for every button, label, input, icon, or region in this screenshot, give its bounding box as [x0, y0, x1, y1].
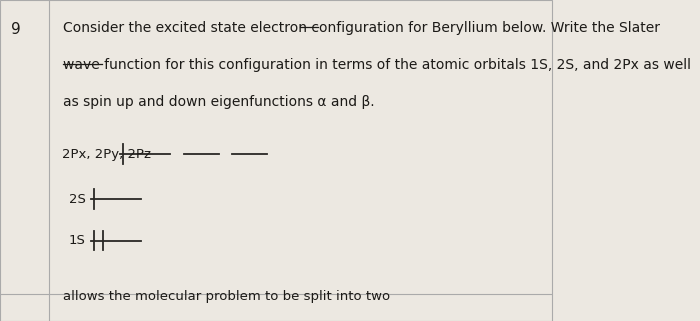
Text: allows the molecular problem to be split into two: allows the molecular problem to be split… [64, 291, 391, 303]
Text: 1S: 1S [69, 234, 85, 247]
Text: Consider the excited state electron configuration for Beryllium below. Write the: Consider the excited state electron conf… [64, 21, 661, 35]
Text: 2S: 2S [69, 193, 85, 205]
Text: 9: 9 [10, 22, 20, 38]
Text: as spin up and down eigenfunctions α and β.: as spin up and down eigenfunctions α and… [64, 95, 375, 109]
Text: 2Px, 2Py, 2Pz: 2Px, 2Py, 2Pz [62, 148, 151, 160]
Text: wave function for this configuration in terms of the atomic orbitals 1S, 2S, and: wave function for this configuration in … [64, 58, 692, 72]
